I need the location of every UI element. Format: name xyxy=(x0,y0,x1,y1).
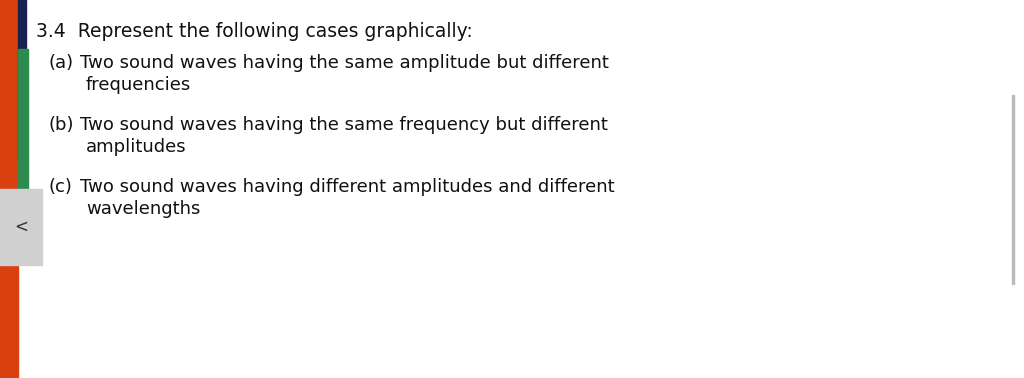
Bar xyxy=(18,0,26,159)
Text: amplitudes: amplitudes xyxy=(86,138,186,156)
Text: (c): (c) xyxy=(48,178,72,196)
Text: wavelengths: wavelengths xyxy=(86,200,201,218)
Text: 3.4  Represent the following cases graphically:: 3.4 Represent the following cases graphi… xyxy=(36,22,473,41)
Text: Two sound waves having the same amplitude but different: Two sound waves having the same amplitud… xyxy=(80,54,609,72)
Text: <: < xyxy=(14,218,28,236)
Bar xyxy=(18,49,28,257)
Text: (a): (a) xyxy=(48,54,73,72)
Text: frequencies: frequencies xyxy=(86,76,191,94)
Text: Two sound waves having the same frequency but different: Two sound waves having the same frequenc… xyxy=(80,116,608,134)
Bar xyxy=(0,189,42,265)
Text: Two sound waves having different amplitudes and different: Two sound waves having different amplitu… xyxy=(80,178,614,196)
Text: (b): (b) xyxy=(48,116,74,134)
Bar xyxy=(1012,94,1014,284)
Bar xyxy=(0,0,18,378)
